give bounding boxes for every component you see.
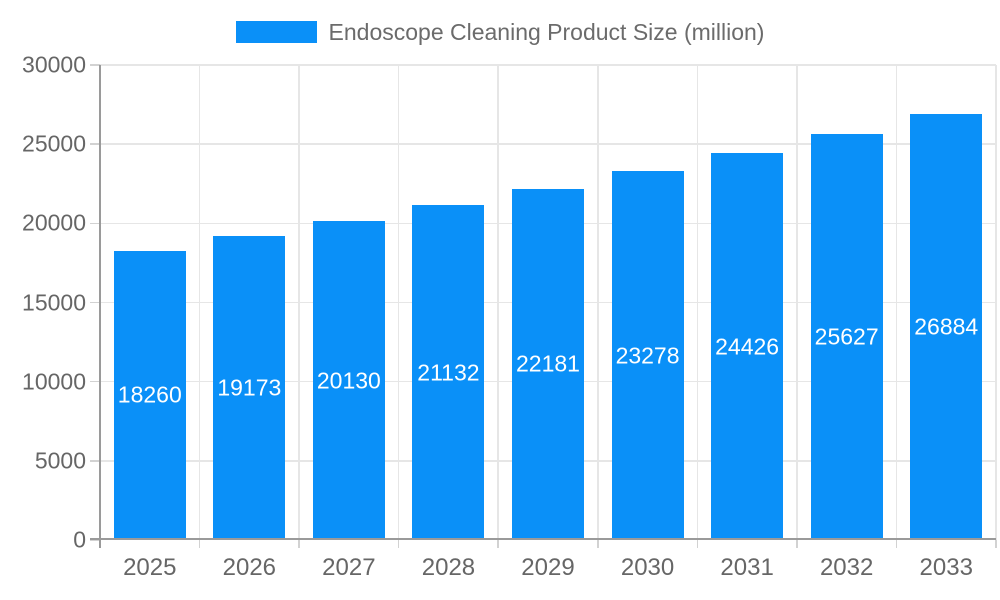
bar-value-label: 23278	[615, 342, 680, 369]
bar[interactable]	[910, 114, 983, 538]
x-tick-mark	[298, 540, 300, 548]
x-axis-label: 2028	[421, 554, 476, 581]
y-axis-line	[99, 65, 101, 548]
x-gridline	[696, 65, 699, 540]
y-tick-mark	[90, 301, 100, 304]
legend-swatch	[235, 21, 317, 43]
x-axis-label: 2030	[620, 554, 675, 581]
y-axis-label: 25000	[22, 130, 86, 157]
y-axis-label: 0	[73, 526, 86, 553]
bar[interactable]	[113, 250, 186, 538]
bar[interactable]	[213, 236, 286, 538]
y-gridline	[100, 64, 996, 66]
x-axis-label: 2032	[819, 554, 874, 581]
x-axis-label: 2033	[919, 554, 973, 581]
y-tick-mark	[90, 380, 100, 383]
x-axis-label: 2025	[123, 554, 177, 581]
bar-value-label: 26884	[914, 313, 979, 340]
x-tick-mark	[597, 540, 599, 548]
legend-item[interactable]: Endoscope Cleaning Product Size (million…	[0, 19, 1000, 45]
x-tick-mark	[397, 540, 400, 548]
y-axis-label: 5000	[34, 447, 86, 474]
legend-label: Endoscope Cleaning Product Size (million…	[328, 19, 765, 45]
bar[interactable]	[312, 221, 385, 538]
x-axis-label: 2031	[720, 554, 774, 581]
y-gridline	[100, 143, 996, 145]
x-gridline	[995, 65, 997, 540]
x-gridline	[497, 65, 499, 540]
bar[interactable]	[711, 153, 784, 538]
bar-value-label: 21132	[417, 359, 480, 386]
bar[interactable]	[512, 188, 584, 538]
y-axis-label: 30000	[22, 51, 86, 78]
y-axis-label: 15000	[22, 289, 86, 315]
bar-value-label: 24426	[715, 333, 780, 360]
y-tick-mark	[90, 222, 100, 225]
x-gridline	[397, 65, 400, 540]
bar[interactable]	[412, 205, 485, 538]
bar-value-label: 19173	[217, 374, 282, 401]
y-axis-label: 10000	[22, 368, 86, 395]
bar[interactable]	[810, 134, 883, 538]
y-tick-mark	[90, 460, 100, 462]
x-gridline	[198, 65, 201, 540]
bar-value-label: 20130	[316, 367, 381, 394]
x-axis-label: 2029	[521, 554, 575, 581]
x-axis-line	[90, 538, 996, 540]
x-axis-label: 2026	[222, 554, 277, 581]
bar-value-label: 18260	[117, 381, 182, 408]
x-gridline	[895, 65, 898, 540]
bar-value-label: 22181	[516, 350, 580, 377]
x-axis-label: 2027	[322, 554, 376, 581]
x-tick-mark	[796, 540, 798, 548]
x-tick-mark	[497, 540, 499, 548]
bar-value-label: 25627	[814, 323, 879, 350]
y-tick-mark	[90, 143, 100, 145]
x-tick-mark	[696, 540, 699, 548]
y-tick-mark	[90, 64, 100, 66]
bar[interactable]	[611, 171, 684, 538]
x-gridline	[298, 65, 300, 540]
y-axis-label: 20000	[22, 209, 86, 236]
x-gridline	[597, 65, 599, 540]
x-tick-mark	[198, 540, 201, 548]
x-gridline	[796, 65, 798, 540]
y-tick-mark	[90, 539, 100, 541]
x-tick-mark	[995, 540, 997, 548]
x-tick-mark	[895, 540, 898, 548]
